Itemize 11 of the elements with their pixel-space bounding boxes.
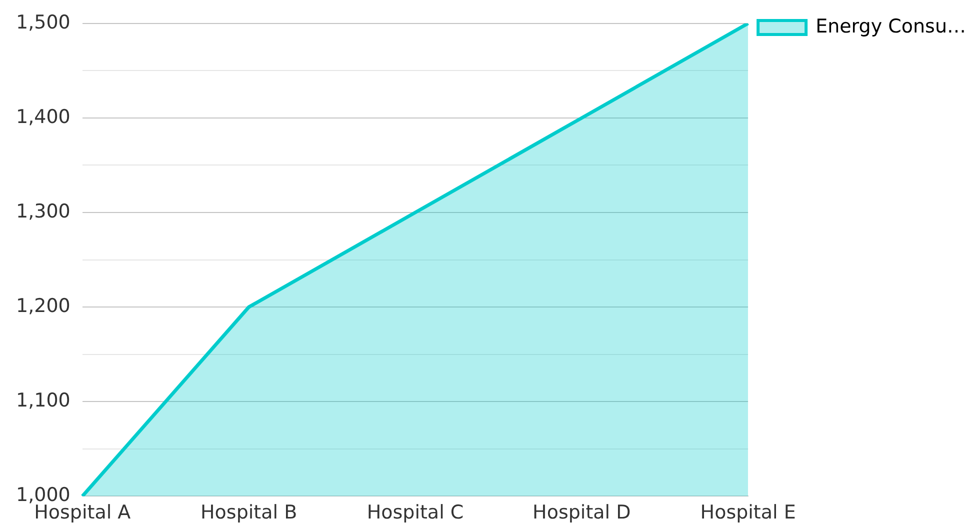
y-tick-label: 1,300: [16, 200, 70, 222]
legend-label: Energy Consu…: [816, 15, 966, 38]
y-tick-label: 1,200: [16, 295, 70, 318]
x-tick-label: Hospital D: [532, 502, 631, 524]
x-tick-label: Hospital C: [366, 502, 464, 524]
x-tick-label: Hospital A: [34, 502, 131, 524]
x-tick-label: Hospital B: [200, 502, 298, 524]
y-tick-label: 1,400: [16, 106, 70, 128]
y-tick-label: 1,100: [16, 390, 70, 412]
x-tick-label: Hospital E: [700, 502, 796, 524]
y-tick-label: 1,500: [16, 11, 70, 34]
